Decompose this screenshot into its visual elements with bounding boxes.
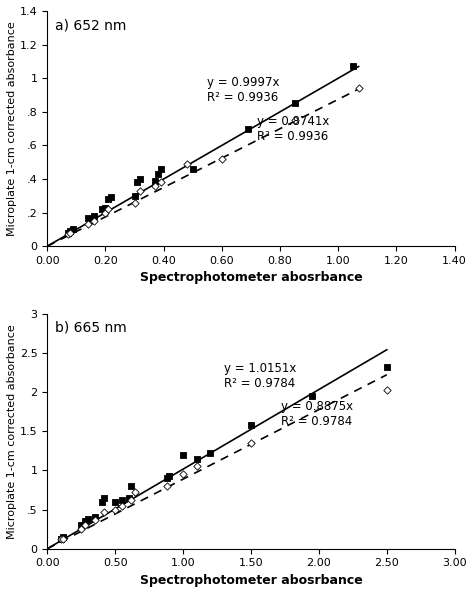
Text: y = 1.0151x
R² = 0.9784: y = 1.0151x R² = 0.9784 xyxy=(224,362,296,390)
Point xyxy=(57,535,64,544)
Point xyxy=(91,513,99,522)
Point xyxy=(179,450,187,459)
Point xyxy=(355,84,363,93)
Text: b) 665 nm: b) 665 nm xyxy=(55,321,127,334)
Point xyxy=(349,62,356,71)
Point xyxy=(100,493,108,503)
Point xyxy=(383,362,391,372)
Point xyxy=(108,192,115,202)
Text: y = 0.9997x
R² = 0.9936: y = 0.9997x R² = 0.9936 xyxy=(207,76,280,104)
Point xyxy=(247,420,255,429)
Point xyxy=(64,230,72,239)
Point xyxy=(70,225,77,234)
Point xyxy=(131,198,138,207)
Y-axis label: Microplate 1-cm corrected absorbance: Microplate 1-cm corrected absorbance xyxy=(7,21,17,236)
Point xyxy=(163,481,171,491)
Point xyxy=(218,154,226,163)
Point xyxy=(90,216,98,226)
Point xyxy=(60,534,67,544)
Point xyxy=(244,124,252,133)
Point xyxy=(193,462,201,471)
Point xyxy=(98,497,105,507)
Point xyxy=(118,501,126,510)
Text: a) 652 nm: a) 652 nm xyxy=(55,18,127,32)
Point xyxy=(291,115,299,125)
Point xyxy=(99,204,106,214)
Point xyxy=(111,497,119,507)
Point xyxy=(132,486,139,496)
Text: y = 0.8875x
R² = 0.9784: y = 0.8875x R² = 0.9784 xyxy=(281,400,353,428)
Point xyxy=(128,495,135,505)
Point xyxy=(105,204,112,214)
Point xyxy=(82,520,89,530)
Point xyxy=(163,473,171,483)
Point xyxy=(101,203,109,212)
Point xyxy=(137,174,144,184)
Point xyxy=(183,159,191,169)
Point xyxy=(291,99,299,108)
Text: y = 0.8741x
R² = 0.9936: y = 0.8741x R² = 0.9936 xyxy=(257,115,329,143)
Point xyxy=(247,438,255,448)
Point xyxy=(84,220,92,229)
Point xyxy=(154,169,162,179)
Point xyxy=(82,517,89,526)
Point xyxy=(206,448,214,458)
Point xyxy=(383,386,391,395)
Point xyxy=(189,164,197,173)
Point xyxy=(90,211,98,221)
Point xyxy=(111,505,119,514)
Point xyxy=(84,514,92,524)
Point xyxy=(157,164,164,173)
Point xyxy=(125,493,133,503)
Point xyxy=(128,481,135,491)
X-axis label: Spectrophotometer abosrbance: Spectrophotometer abosrbance xyxy=(139,271,362,285)
Point xyxy=(67,226,74,236)
Point xyxy=(179,469,187,479)
Point xyxy=(57,534,64,544)
Point xyxy=(77,520,85,530)
Point xyxy=(105,194,112,204)
Point xyxy=(157,178,164,187)
Point xyxy=(100,507,108,517)
Point xyxy=(165,471,173,481)
Point xyxy=(118,495,126,505)
Point xyxy=(151,176,159,185)
Point xyxy=(137,186,144,195)
Y-axis label: Microplate 1-cm corrected absorbance: Microplate 1-cm corrected absorbance xyxy=(7,324,17,539)
Point xyxy=(151,181,159,191)
Point xyxy=(84,213,92,222)
Point xyxy=(77,525,85,534)
Point xyxy=(67,228,74,238)
Point xyxy=(193,454,201,463)
Point xyxy=(91,515,99,525)
Point xyxy=(60,532,67,542)
Point xyxy=(131,191,138,201)
Point xyxy=(134,178,141,187)
Point xyxy=(101,208,109,217)
Point xyxy=(64,228,72,238)
X-axis label: Spectrophotometer abosrbance: Spectrophotometer abosrbance xyxy=(139,574,362,587)
Point xyxy=(308,391,316,400)
